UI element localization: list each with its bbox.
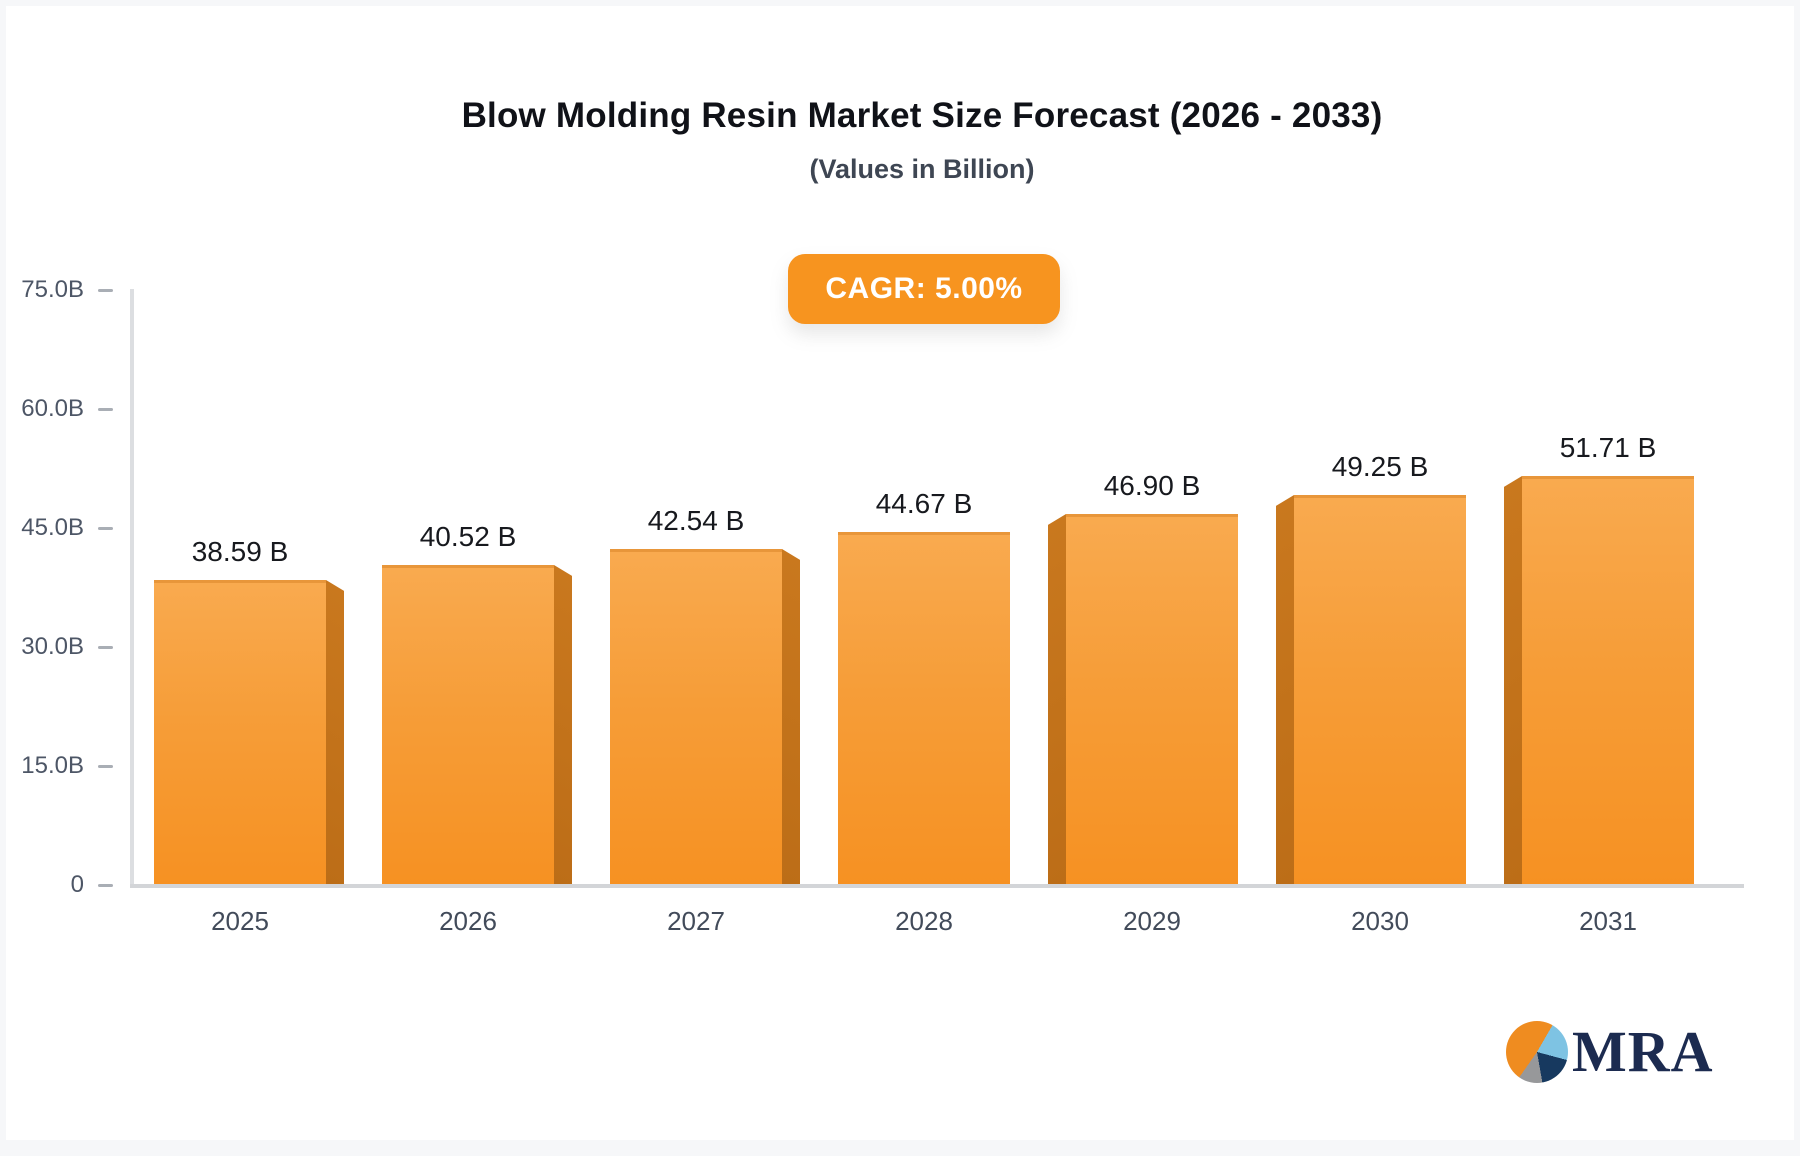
bar-value-label: 46.90 B <box>1103 469 1201 501</box>
x-label-2026: 2026 <box>439 906 497 936</box>
chart-title: Blow Molding Resin Market Size Forecast … <box>461 96 1383 135</box>
y-tick-mark <box>98 764 113 768</box>
y-tick-mark <box>98 883 113 887</box>
bar-side-face <box>1048 513 1066 886</box>
y-tick-label: 45.0B <box>21 514 84 541</box>
y-tick-label: 60.0B <box>21 395 84 422</box>
chart-subtitle: (Values in Billion) <box>809 154 1035 184</box>
bar-side-face <box>1504 475 1522 886</box>
bar-2025 <box>154 579 326 886</box>
y-tick-label: 30.0B <box>21 633 84 660</box>
chart-card: Blow Molding Resin Market Size Forecast … <box>6 6 1794 1140</box>
mra-logo: MRA <box>1506 1018 1714 1085</box>
bar-side-face <box>782 548 800 886</box>
y-tick-0: 0 <box>6 871 113 899</box>
bar-value-label: 44.67 B <box>875 487 973 519</box>
y-tick-mark <box>98 407 113 411</box>
cagr-badge: CAGR: 5.00% <box>788 254 1060 324</box>
y-tick-75.0B: 75.0B <box>6 276 113 304</box>
y-tick-label: 75.0B <box>21 276 84 303</box>
bars-layer: 38.59 B 40.52 B 42.54 B 44.67 B 46.90 B 49.25… <box>6 6 1794 886</box>
y-tick-label: 0 <box>70 871 84 898</box>
bar-value-label: 42.54 B <box>647 504 745 536</box>
cagr-badge-label: CAGR: 5.00% <box>825 272 1023 305</box>
x-label-2027: 2027 <box>667 906 725 936</box>
pie-chart-logo-icon <box>1506 1020 1568 1083</box>
y-tick-15.0B: 15.0B <box>6 752 113 780</box>
bar-value-label: 51.71 B <box>1559 431 1657 463</box>
y-tick-mark <box>98 526 113 530</box>
y-tick-60.0B: 60.0B <box>6 395 113 423</box>
bar-2026 <box>382 564 554 886</box>
y-tick-mark <box>98 645 113 649</box>
bar-side-face <box>326 579 344 886</box>
x-label-2030: 2030 <box>1351 906 1409 936</box>
y-tick-30.0B: 30.0B <box>6 633 113 661</box>
bar-value-label: 38.59 B <box>191 535 289 567</box>
bar-2027 <box>610 548 782 886</box>
chart-header: Blow Molding Resin Market Size Forecast … <box>50 96 1794 185</box>
bar-side-face <box>554 564 572 886</box>
bar-2030 <box>1294 495 1466 886</box>
y-tick-45.0B: 45.0B <box>6 514 113 542</box>
y-tick-label: 15.0B <box>21 752 84 779</box>
y-axis-line <box>130 289 134 886</box>
x-label-2031: 2031 <box>1579 906 1637 936</box>
logo-text: MRA <box>1572 1019 1714 1084</box>
bar-value-label: 40.52 B <box>419 520 517 552</box>
y-tick-mark <box>98 288 113 292</box>
bar-2028 <box>838 531 1010 886</box>
bar-side-face <box>1276 495 1294 886</box>
bar-2029 <box>1066 513 1238 886</box>
bar-2031 <box>1522 475 1694 886</box>
x-label-2028: 2028 <box>895 906 953 936</box>
x-label-2025: 2025 <box>211 906 269 936</box>
bar-value-label: 49.25 B <box>1331 451 1429 483</box>
x-label-2029: 2029 <box>1123 906 1181 936</box>
x-axis-line <box>130 884 1744 888</box>
